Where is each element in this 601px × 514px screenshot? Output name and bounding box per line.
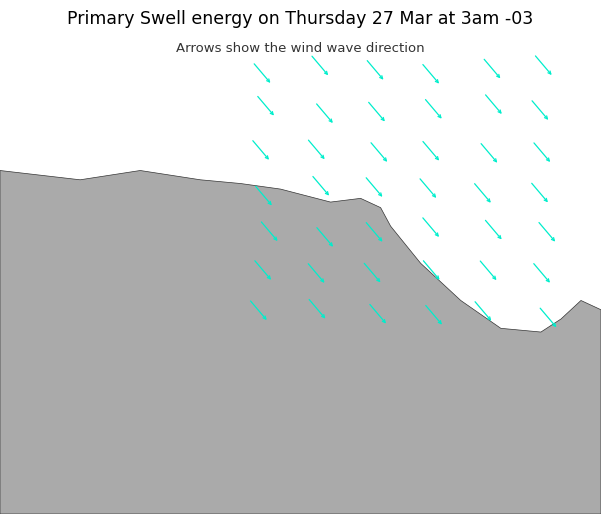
Text: Arrows show the wind wave direction: Arrows show the wind wave direction <box>176 42 425 55</box>
Text: Primary Swell energy on Thursday 27 Mar at 3am -03: Primary Swell energy on Thursday 27 Mar … <box>67 10 534 28</box>
Polygon shape <box>0 171 601 514</box>
